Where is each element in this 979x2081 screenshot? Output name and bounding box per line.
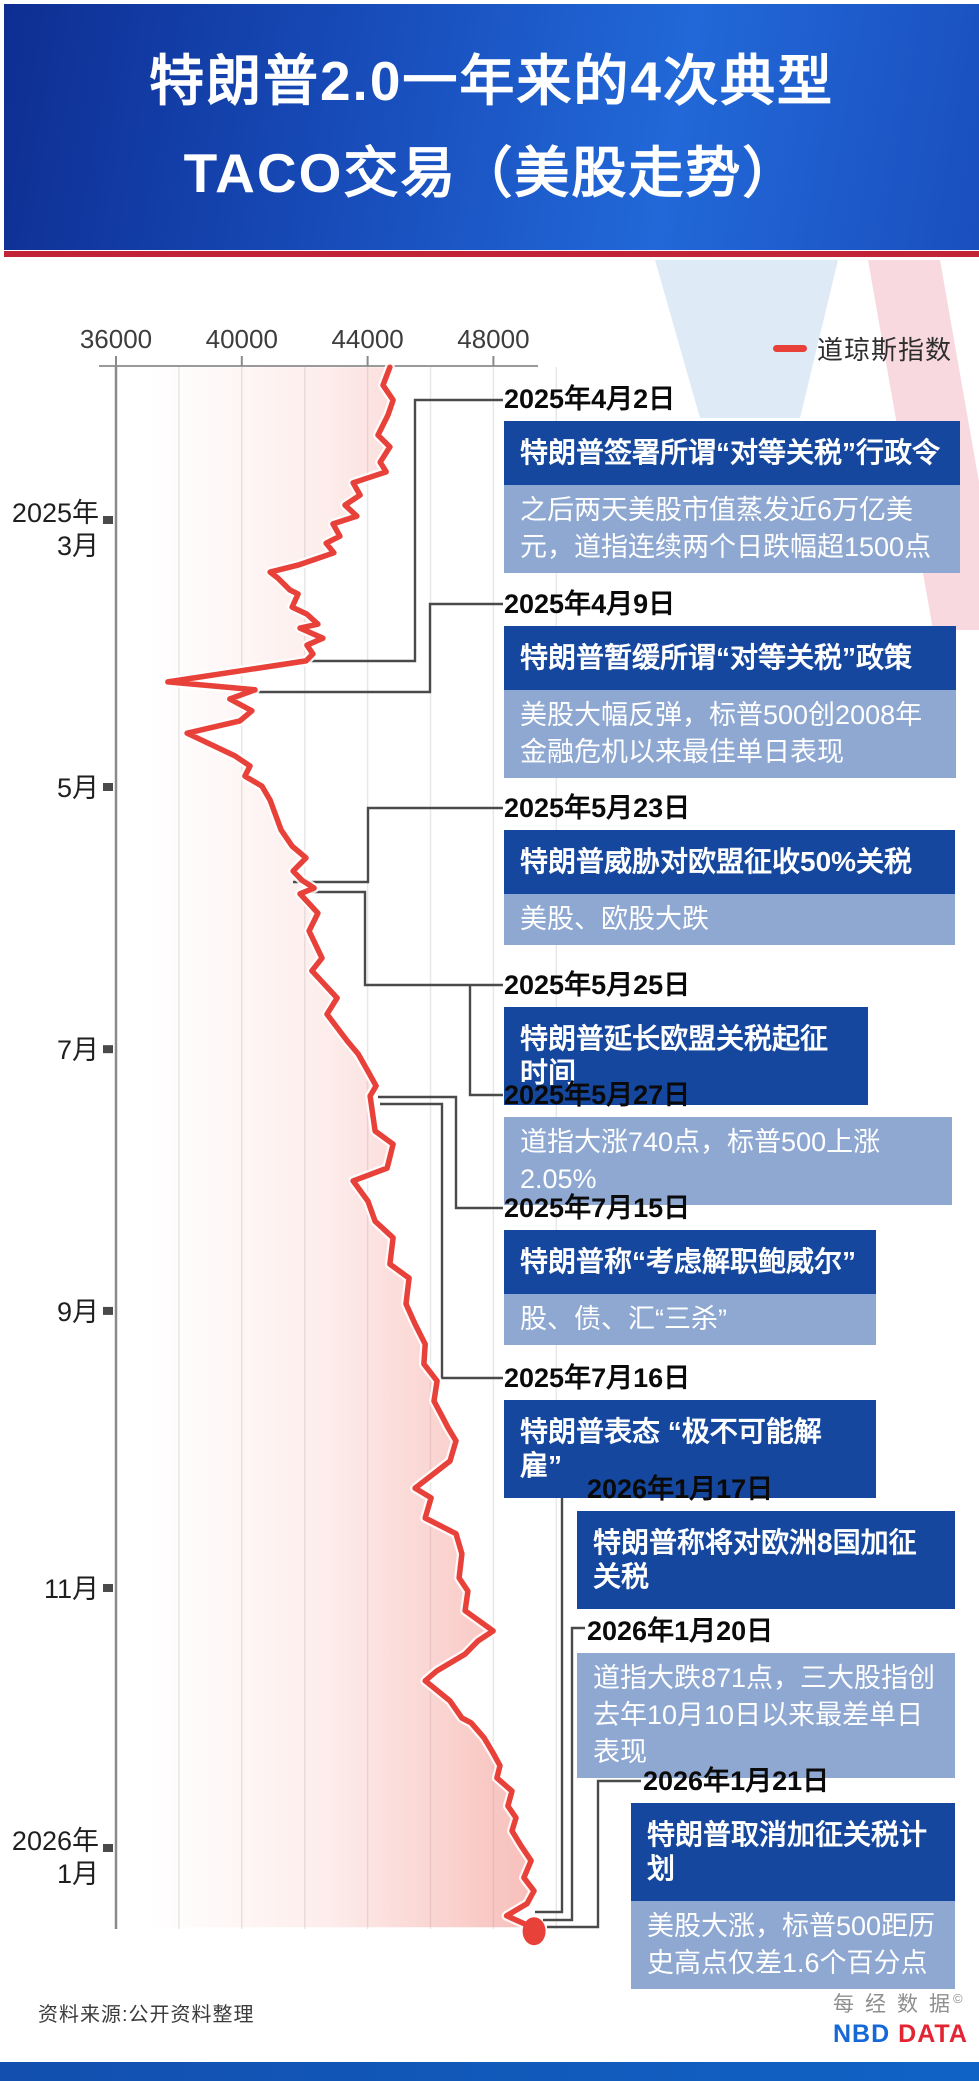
event-detail: 美股大幅反弹，标普500创2008年金融危机以来最佳单日表现 xyxy=(504,690,956,778)
legend-label: 道琼斯指数 xyxy=(817,335,953,365)
connector-2025-07-16 xyxy=(380,1102,503,1380)
legend-line-swatch xyxy=(773,345,807,352)
month-label: 3月 xyxy=(57,531,99,561)
month-label-top: 2025年 xyxy=(12,498,99,528)
nbd-logo-data: DATA xyxy=(898,2020,968,2048)
event-detail: 股、债、汇“三杀” xyxy=(504,1294,876,1345)
event-date: 2025年7月16日 xyxy=(504,1363,691,1393)
event-headline: 特朗普称“考虑解职鲍威尔” xyxy=(504,1230,876,1294)
event-2025-05-27: 2025年5月27日 道指大涨740点，标普500上涨2.05% xyxy=(504,1081,952,1205)
header-underline xyxy=(4,251,979,257)
event-headline: 特朗普表态 “极不可能解雇” xyxy=(504,1400,876,1498)
event-detail: 美股大涨，标普500距历史高点仅差1.6个百分点 xyxy=(631,1901,955,1989)
event-2025-07-15: 2025年7月15日 特朗普称“考虑解职鲍威尔” 股、债、汇“三杀” xyxy=(504,1194,876,1345)
gridlines xyxy=(178,367,558,1929)
nbd-logo: 每经数据© NBD DATA xyxy=(833,1988,968,2049)
nbd-logo-english: NBD DATA xyxy=(833,2020,968,2049)
bottom-blue-bar xyxy=(0,2062,979,2081)
event-date: 2026年1月21日 xyxy=(643,1766,830,1796)
event-headline: 特朗普暂缓所谓“对等关税”政策 xyxy=(504,626,956,690)
event-headline: 特朗普取消加征关税计划 xyxy=(631,1803,955,1901)
event-date: 2025年4月9日 xyxy=(504,589,676,619)
price-line-path xyxy=(165,364,537,1930)
data-source-note: 资料来源:公开资料整理 xyxy=(38,2004,255,2026)
month-tick xyxy=(103,516,113,524)
nbd-logo-chinese: 每经数据© xyxy=(833,1988,968,2018)
header-banner: 特朗普2.0一年来的4次典型 TACO交易（美股走势） xyxy=(4,4,979,250)
page-title-line2: TACO交易（美股走势） xyxy=(183,142,800,204)
event-2025-05-25: 2025年5月25日 特朗普延长欧盟关税起征时间 xyxy=(504,971,868,1105)
connector-2025-05-23 xyxy=(293,806,503,884)
connector-2025-07-15 xyxy=(378,1095,503,1210)
nbd-logo-nbd: NBD xyxy=(833,2020,891,2048)
price-area-fill xyxy=(116,367,534,1928)
event-date: 2025年5月25日 xyxy=(504,970,691,1000)
event-2025-04-09: 2025年4月9日 特朗普暂缓所谓“对等关税”政策 美股大幅反弹，标普500创2… xyxy=(504,590,956,778)
event-2026-01-20: 2026年1月20日 道指大跌871点，三大股指创去年10月10日以来最差单日表… xyxy=(577,1617,955,1778)
area-fill xyxy=(116,367,534,1928)
page-title-line1: 特朗普2.0一年来的4次典型 xyxy=(148,50,835,112)
event-2025-05-23: 2025年5月23日 特朗普威胁对欧盟征收50%关税 美股、欧股大跌 xyxy=(504,794,955,945)
legend: 道琼斯指数 xyxy=(773,330,952,367)
month-tick xyxy=(103,1583,113,1592)
event-date: 2025年5月27日 xyxy=(504,1080,691,1110)
event-2026-01-17: 2026年1月17日 特朗普称将对欧洲8国加征关税 xyxy=(577,1475,955,1609)
event-date: 2025年4月2日 xyxy=(504,384,676,414)
event-detail: 美股、欧股大跌 xyxy=(504,894,955,945)
event-date: 2025年5月23日 xyxy=(504,793,691,823)
event-2025-04-02: 2025年4月2日 特朗普签署所谓“对等关税”行政令 之后两天美股市值蒸发近6万… xyxy=(504,385,960,573)
event-detail: 道指大涨740点，标普500上涨2.05% xyxy=(504,1117,952,1205)
x-tick-label-48000: 48000 xyxy=(457,324,529,354)
month-tick xyxy=(103,782,113,791)
connector-2025-04-02 xyxy=(306,398,503,663)
event-headline: 特朗普签署所谓“对等关税”行政令 xyxy=(504,421,960,485)
month-label: 1月 xyxy=(57,1859,99,1889)
month-tick xyxy=(103,1843,113,1852)
month-tick xyxy=(103,1045,113,1054)
month-label: 7月 xyxy=(57,1035,99,1065)
nbd-logo-cn-text: 每经数据 xyxy=(833,1993,961,2016)
event-headline: 特朗普称将对欧洲8国加征关税 xyxy=(577,1511,955,1609)
event-date: 2025年7月15日 xyxy=(504,1193,691,1223)
x-tick-label-44000: 44000 xyxy=(331,324,403,354)
x-tick-label-40000: 40000 xyxy=(206,324,278,354)
event-detail: 之后两天美股市值蒸发近6万亿美元，道指连续两个日跌幅超1500点 xyxy=(504,485,960,573)
connector-2025-04-09 xyxy=(255,602,503,694)
event-2025-07-16: 2025年7月16日 特朗普表态 “极不可能解雇” xyxy=(504,1364,876,1498)
month-label: 9月 xyxy=(57,1297,99,1327)
event-date: 2026年1月20日 xyxy=(587,1616,774,1646)
event-date: 2026年1月17日 xyxy=(587,1474,774,1504)
x-tick-label-36000: 36000 xyxy=(80,324,152,354)
connector-2025-05-27 xyxy=(468,985,503,1097)
end-point-dot xyxy=(522,1917,546,1946)
price-line xyxy=(162,362,546,1946)
month-label: 5月 xyxy=(57,773,99,803)
event-detail: 道指大跌871点，三大股指创去年10月10日以来最差单日表现 xyxy=(577,1653,955,1778)
event-2026-01-21: 2026年1月21日 特朗普取消加征关税计划 美股大涨，标普500距历史高点仅差… xyxy=(631,1767,955,1989)
month-label-top: 2026年 xyxy=(12,1826,99,1856)
event-headline: 特朗普延长欧盟关税起征时间 xyxy=(504,1007,868,1105)
copyright-mark: © xyxy=(953,1991,963,2006)
month-tick xyxy=(103,1306,113,1315)
event-headline: 特朗普威胁对欧盟征收50%关税 xyxy=(504,830,955,894)
connector-2025-05-25 xyxy=(308,890,503,987)
connector-2026-01-21 xyxy=(547,1779,641,1929)
month-label: 11月 xyxy=(44,1574,99,1604)
price-line-casing xyxy=(162,362,539,1933)
